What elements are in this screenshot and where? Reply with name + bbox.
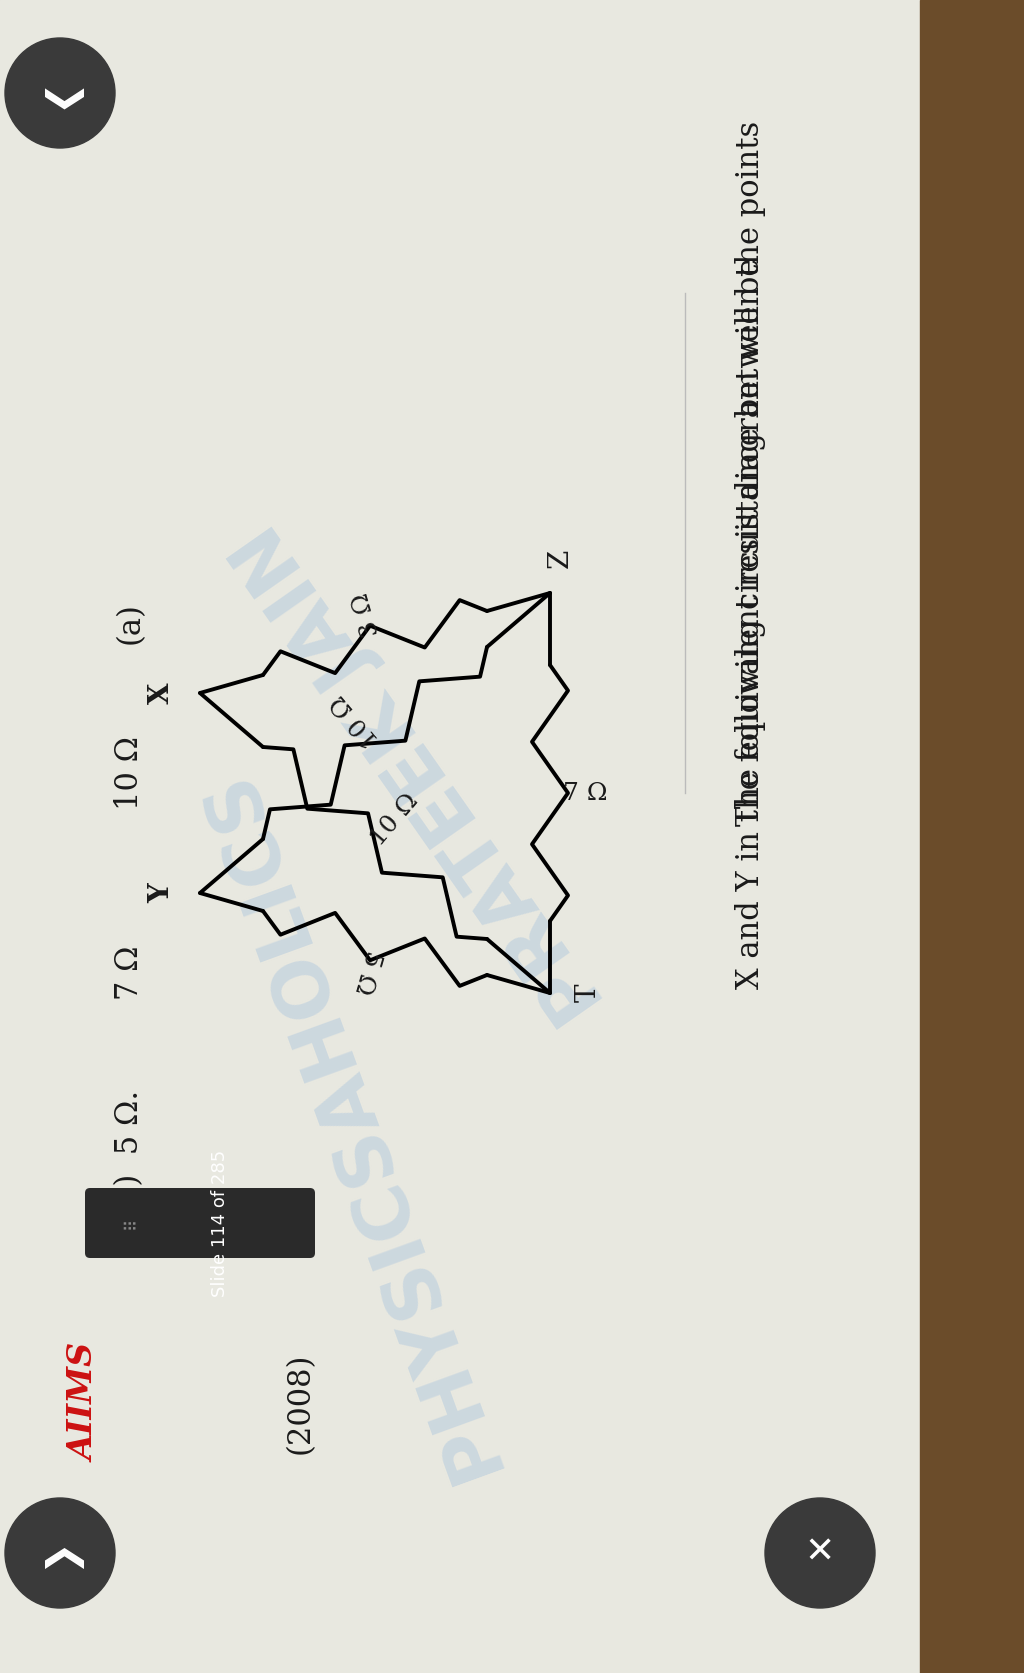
Text: Z: Z xyxy=(547,549,573,569)
Text: 10 Ω: 10 Ω xyxy=(367,790,423,850)
Circle shape xyxy=(5,38,115,147)
Text: Slide 114 of 285: Slide 114 of 285 xyxy=(211,1149,229,1297)
FancyBboxPatch shape xyxy=(85,1188,315,1258)
Text: ❯: ❯ xyxy=(41,1537,80,1569)
Text: X and Y in the following circuit diagram will be: X and Y in the following circuit diagram… xyxy=(734,258,766,989)
Text: AIIMS: AIIMS xyxy=(69,1343,101,1462)
Text: T: T xyxy=(575,984,602,1002)
Text: 7 Ω: 7 Ω xyxy=(563,781,607,805)
Circle shape xyxy=(765,1497,874,1608)
Text: 10 Ω: 10 Ω xyxy=(115,736,145,810)
Text: ✕: ✕ xyxy=(805,1536,836,1569)
Bar xyxy=(0,0,920,1673)
Text: 10 Ω: 10 Ω xyxy=(327,689,384,751)
Text: 3 Ω: 3 Ω xyxy=(349,589,384,639)
Text: X: X xyxy=(148,683,175,704)
Text: (b)  5 Ω.: (b) 5 Ω. xyxy=(115,1089,145,1216)
Text: 5 Ω: 5 Ω xyxy=(349,947,384,997)
Circle shape xyxy=(5,1497,115,1608)
Bar xyxy=(920,0,1024,1673)
Text: ❮: ❮ xyxy=(41,77,80,109)
Text: 7 Ω: 7 Ω xyxy=(115,945,145,1000)
Text: (2008): (2008) xyxy=(285,1352,315,1454)
Text: PRATEEK JAIN: PRATEEK JAIN xyxy=(220,510,620,1036)
Text: Y: Y xyxy=(148,883,175,903)
Text: The equivalent resistance between the points: The equivalent resistance between the po… xyxy=(734,120,766,825)
Text: (a): (a) xyxy=(115,602,145,644)
Text: PHYSICSAHOLICS: PHYSICSAHOLICS xyxy=(187,758,513,1487)
Text: ⠿: ⠿ xyxy=(121,1216,139,1230)
